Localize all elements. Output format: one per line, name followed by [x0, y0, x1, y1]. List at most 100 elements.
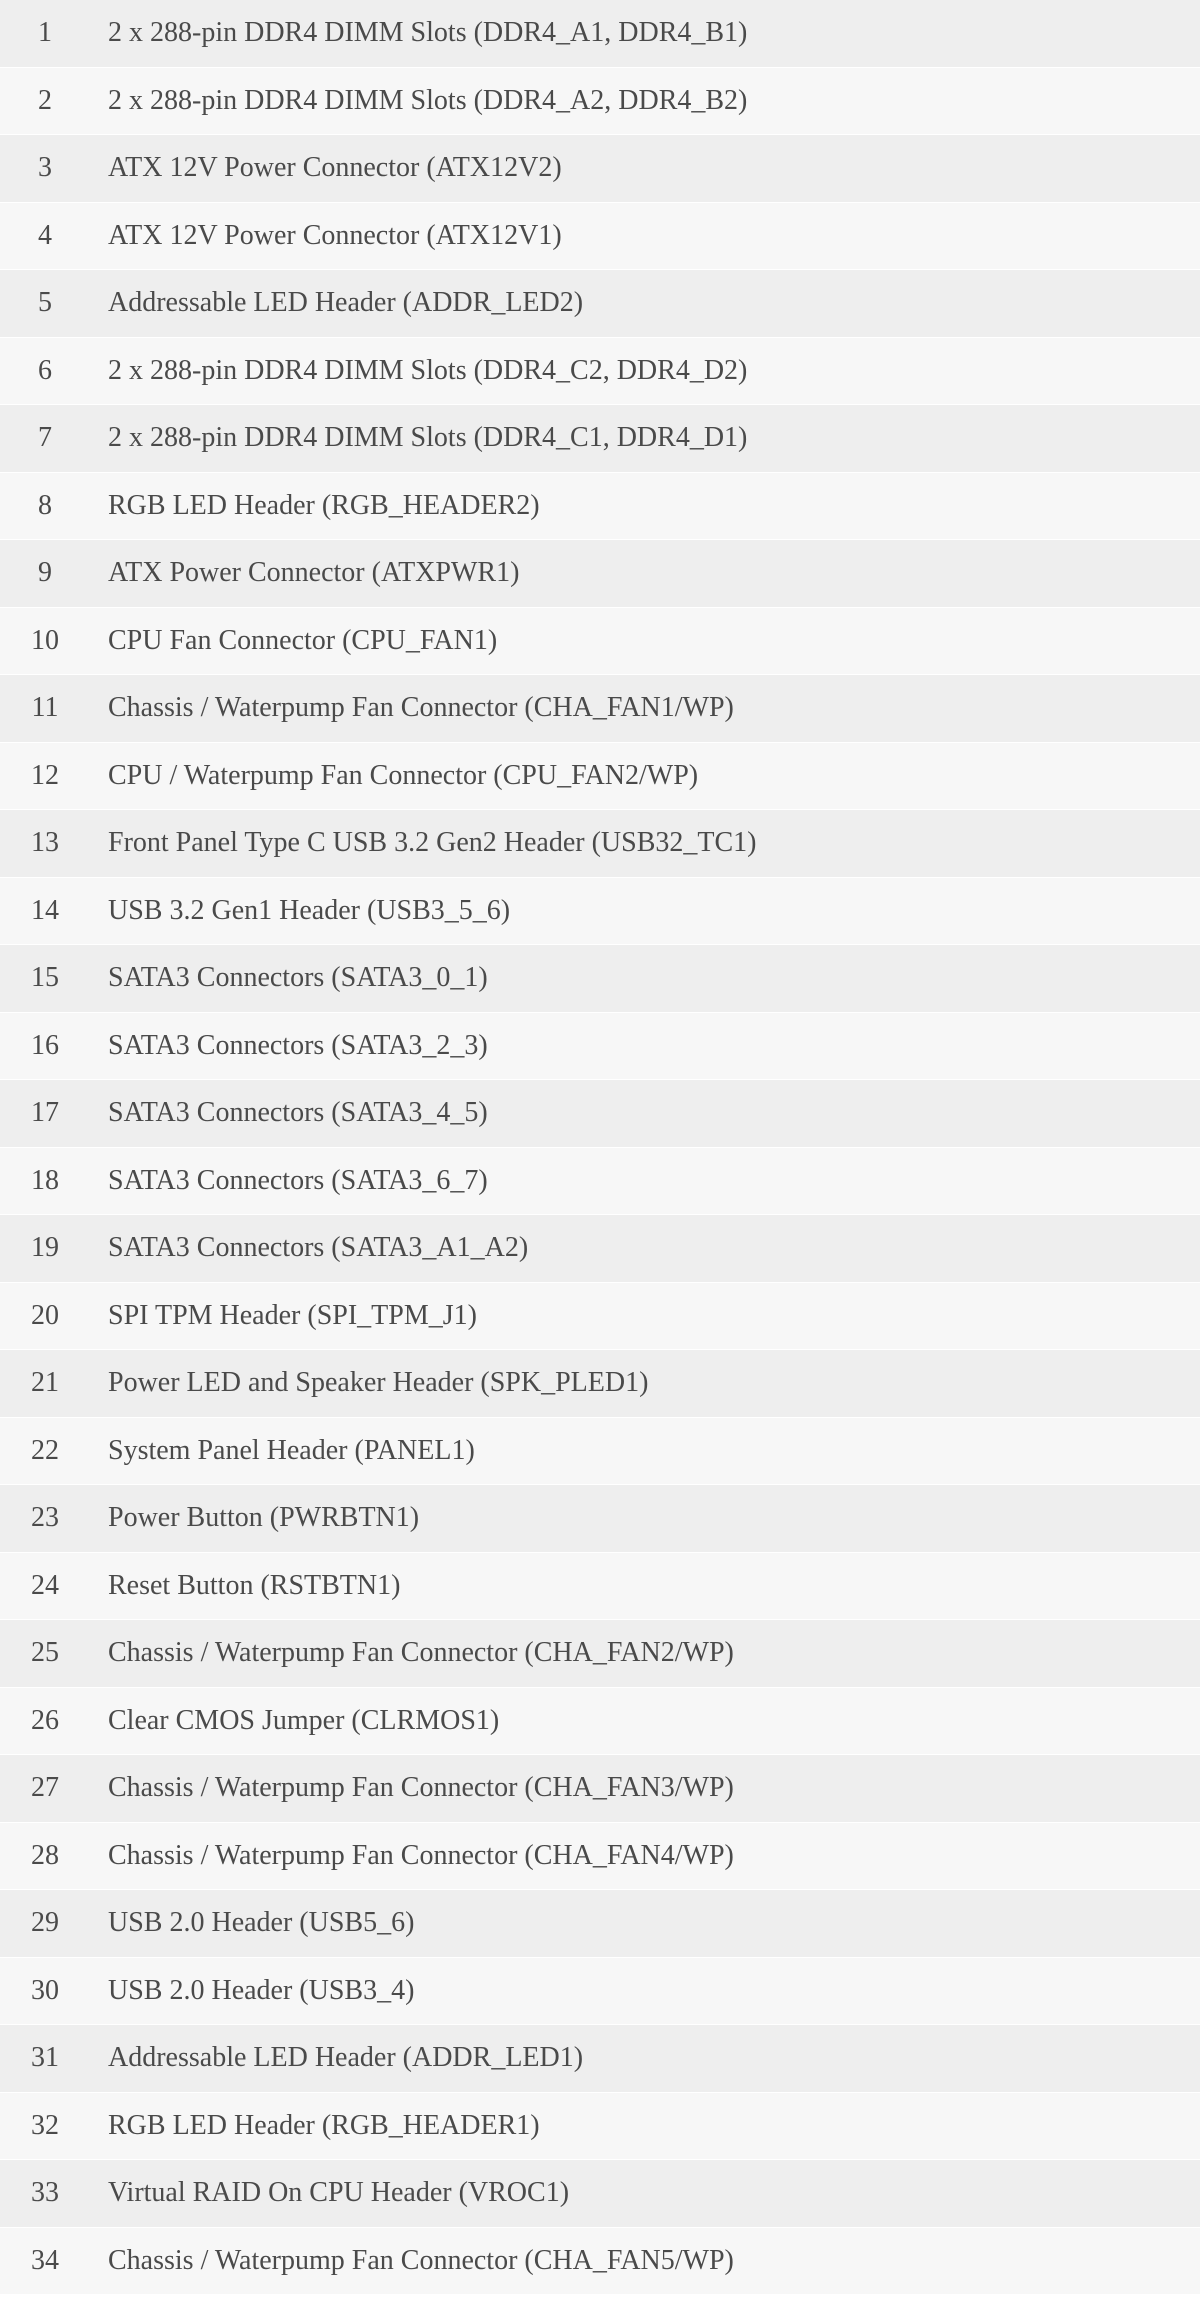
row-number: 32 — [0, 2110, 90, 2142]
row-number: 3 — [0, 152, 90, 184]
row-number: 12 — [0, 760, 90, 792]
table-row: 13Front Panel Type C USB 3.2 Gen2 Header… — [0, 810, 1200, 878]
row-description: SATA3 Connectors (SATA3_A1_A2) — [90, 1232, 1200, 1264]
table-row: 25Chassis / Waterpump Fan Connector (CHA… — [0, 1620, 1200, 1688]
row-number: 6 — [0, 355, 90, 387]
row-description: Power Button (PWRBTN1) — [90, 1502, 1200, 1534]
row-description: SATA3 Connectors (SATA3_0_1) — [90, 962, 1200, 994]
row-description: Front Panel Type C USB 3.2 Gen2 Header (… — [90, 827, 1200, 859]
table-row: 8RGB LED Header (RGB_HEADER2) — [0, 473, 1200, 541]
row-description: ATX 12V Power Connector (ATX12V1) — [90, 220, 1200, 252]
row-description: Virtual RAID On CPU Header (VROC1) — [90, 2177, 1200, 2209]
table-row: 19SATA3 Connectors (SATA3_A1_A2) — [0, 1215, 1200, 1283]
row-number: 20 — [0, 1300, 90, 1332]
table-row: 18SATA3 Connectors (SATA3_6_7) — [0, 1148, 1200, 1216]
table-row: 30USB 2.0 Header (USB3_4) — [0, 1958, 1200, 2026]
row-description: Power LED and Speaker Header (SPK_PLED1) — [90, 1367, 1200, 1399]
row-description: ATX 12V Power Connector (ATX12V2) — [90, 152, 1200, 184]
row-number: 5 — [0, 287, 90, 319]
row-description: SATA3 Connectors (SATA3_4_5) — [90, 1097, 1200, 1129]
row-description: 2 x 288-pin DDR4 DIMM Slots (DDR4_A2, DD… — [90, 85, 1200, 117]
table-row: 31Addressable LED Header (ADDR_LED1) — [0, 2025, 1200, 2093]
row-number: 23 — [0, 1502, 90, 1534]
row-description: ATX Power Connector (ATXPWR1) — [90, 557, 1200, 589]
table-row: 34Chassis / Waterpump Fan Connector (CHA… — [0, 2228, 1200, 2296]
row-description: Chassis / Waterpump Fan Connector (CHA_F… — [90, 1772, 1200, 1804]
table-row: 21Power LED and Speaker Header (SPK_PLED… — [0, 1350, 1200, 1418]
row-description: SATA3 Connectors (SATA3_2_3) — [90, 1030, 1200, 1062]
table-row: 20SPI TPM Header (SPI_TPM_J1) — [0, 1283, 1200, 1351]
row-number: 13 — [0, 827, 90, 859]
table-row: 28Chassis / Waterpump Fan Connector (CHA… — [0, 1823, 1200, 1891]
row-description: Clear CMOS Jumper (CLRMOS1) — [90, 1705, 1200, 1737]
table-row: 15SATA3 Connectors (SATA3_0_1) — [0, 945, 1200, 1013]
row-number: 8 — [0, 490, 90, 522]
table-row: 5Addressable LED Header (ADDR_LED2) — [0, 270, 1200, 338]
row-description: 2 x 288-pin DDR4 DIMM Slots (DDR4_A1, DD… — [90, 17, 1200, 49]
row-number: 31 — [0, 2042, 90, 2074]
row-number: 7 — [0, 422, 90, 454]
row-description: USB 2.0 Header (USB3_4) — [90, 1975, 1200, 2007]
connector-table: 12 x 288-pin DDR4 DIMM Slots (DDR4_A1, D… — [0, 0, 1200, 2295]
table-row: 33Virtual RAID On CPU Header (VROC1) — [0, 2160, 1200, 2228]
row-description: 2 x 288-pin DDR4 DIMM Slots (DDR4_C1, DD… — [90, 422, 1200, 454]
table-row: 22System Panel Header (PANEL1) — [0, 1418, 1200, 1486]
table-row: 9ATX Power Connector (ATXPWR1) — [0, 540, 1200, 608]
row-number: 15 — [0, 962, 90, 994]
row-number: 21 — [0, 1367, 90, 1399]
row-description: CPU Fan Connector (CPU_FAN1) — [90, 625, 1200, 657]
row-number: 33 — [0, 2177, 90, 2209]
row-description: Chassis / Waterpump Fan Connector (CHA_F… — [90, 1637, 1200, 1669]
row-description: Chassis / Waterpump Fan Connector (CHA_F… — [90, 1840, 1200, 1872]
row-description: RGB LED Header (RGB_HEADER1) — [90, 2110, 1200, 2142]
row-number: 14 — [0, 895, 90, 927]
table-row: 26Clear CMOS Jumper (CLRMOS1) — [0, 1688, 1200, 1756]
table-row: 22 x 288-pin DDR4 DIMM Slots (DDR4_A2, D… — [0, 68, 1200, 136]
table-row: 10CPU Fan Connector (CPU_FAN1) — [0, 608, 1200, 676]
row-description: USB 2.0 Header (USB5_6) — [90, 1907, 1200, 1939]
row-number: 10 — [0, 625, 90, 657]
table-row: 3ATX 12V Power Connector (ATX12V2) — [0, 135, 1200, 203]
row-number: 25 — [0, 1637, 90, 1669]
row-description: Chassis / Waterpump Fan Connector (CHA_F… — [90, 2245, 1200, 2277]
row-number: 19 — [0, 1232, 90, 1264]
row-number: 4 — [0, 220, 90, 252]
row-description: USB 3.2 Gen1 Header (USB3_5_6) — [90, 895, 1200, 927]
row-number: 1 — [0, 17, 90, 49]
table-row: 17SATA3 Connectors (SATA3_4_5) — [0, 1080, 1200, 1148]
row-description: Chassis / Waterpump Fan Connector (CHA_F… — [90, 692, 1200, 724]
row-number: 16 — [0, 1030, 90, 1062]
row-description: 2 x 288-pin DDR4 DIMM Slots (DDR4_C2, DD… — [90, 355, 1200, 387]
row-number: 34 — [0, 2245, 90, 2277]
table-row: 24Reset Button (RSTBTN1) — [0, 1553, 1200, 1621]
row-number: 22 — [0, 1435, 90, 1467]
table-row: 29USB 2.0 Header (USB5_6) — [0, 1890, 1200, 1958]
row-description: System Panel Header (PANEL1) — [90, 1435, 1200, 1467]
row-number: 28 — [0, 1840, 90, 1872]
row-description: SPI TPM Header (SPI_TPM_J1) — [90, 1300, 1200, 1332]
row-description: Reset Button (RSTBTN1) — [90, 1570, 1200, 1602]
row-description: CPU / Waterpump Fan Connector (CPU_FAN2/… — [90, 760, 1200, 792]
row-number: 18 — [0, 1165, 90, 1197]
table-row: 72 x 288-pin DDR4 DIMM Slots (DDR4_C1, D… — [0, 405, 1200, 473]
table-row: 4ATX 12V Power Connector (ATX12V1) — [0, 203, 1200, 271]
row-number: 26 — [0, 1705, 90, 1737]
row-number: 27 — [0, 1772, 90, 1804]
row-description: RGB LED Header (RGB_HEADER2) — [90, 490, 1200, 522]
table-row: 62 x 288-pin DDR4 DIMM Slots (DDR4_C2, D… — [0, 338, 1200, 406]
table-row: 16SATA3 Connectors (SATA3_2_3) — [0, 1013, 1200, 1081]
table-row: 12CPU / Waterpump Fan Connector (CPU_FAN… — [0, 743, 1200, 811]
row-number: 17 — [0, 1097, 90, 1129]
table-row: 12 x 288-pin DDR4 DIMM Slots (DDR4_A1, D… — [0, 0, 1200, 68]
row-number: 30 — [0, 1975, 90, 2007]
table-row: 27Chassis / Waterpump Fan Connector (CHA… — [0, 1755, 1200, 1823]
table-row: 23Power Button (PWRBTN1) — [0, 1485, 1200, 1553]
row-number: 24 — [0, 1570, 90, 1602]
row-number: 2 — [0, 85, 90, 117]
row-description: SATA3 Connectors (SATA3_6_7) — [90, 1165, 1200, 1197]
row-number: 11 — [0, 692, 90, 724]
table-row: 32RGB LED Header (RGB_HEADER1) — [0, 2093, 1200, 2161]
table-row: 11Chassis / Waterpump Fan Connector (CHA… — [0, 675, 1200, 743]
row-description: Addressable LED Header (ADDR_LED2) — [90, 287, 1200, 319]
row-number: 29 — [0, 1907, 90, 1939]
